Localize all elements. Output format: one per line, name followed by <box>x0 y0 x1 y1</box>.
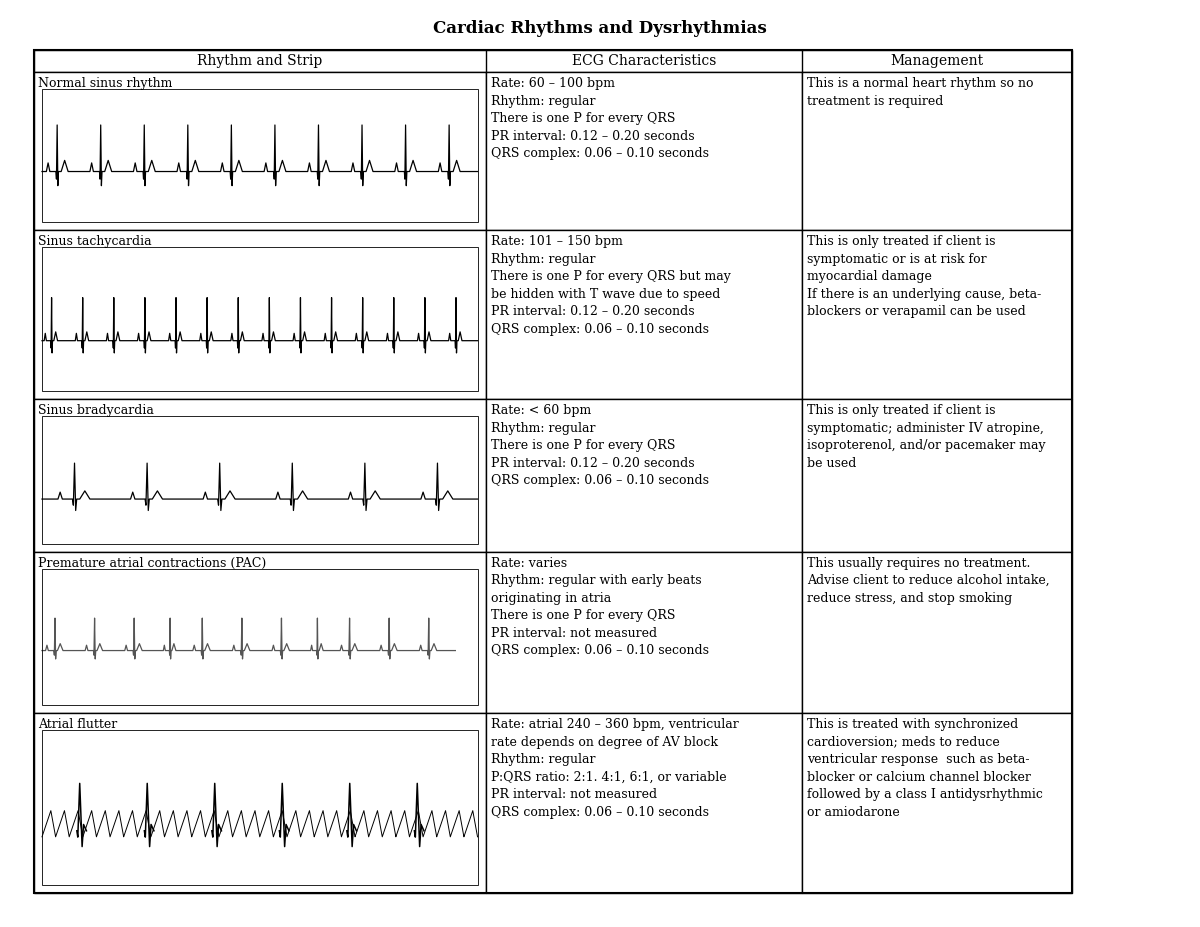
Bar <box>42 248 478 391</box>
Bar <box>34 400 486 552</box>
Text: Rate: atrial 240 – 360 bpm, ventricular
rate depends on degree of AV block
Rhyth: Rate: atrial 240 – 360 bpm, ventricular … <box>491 718 738 819</box>
Text: This is only treated if client is
symptomatic; administer IV atropine,
isoproter: This is only treated if client is sympto… <box>808 404 1045 470</box>
Text: Atrial flutter: Atrial flutter <box>38 718 118 731</box>
Text: Rate: 101 – 150 bpm
Rhythm: regular
There is one P for every QRS but may
be hidd: Rate: 101 – 150 bpm Rhythm: regular Ther… <box>491 235 731 336</box>
Bar <box>34 713 486 893</box>
Text: Management: Management <box>890 54 984 68</box>
Bar <box>42 730 478 885</box>
Bar <box>486 400 802 552</box>
Bar <box>34 50 1072 893</box>
Bar <box>802 72 1072 230</box>
Text: Normal sinus rhythm: Normal sinus rhythm <box>38 77 173 90</box>
Bar <box>802 552 1072 713</box>
Bar <box>34 72 486 230</box>
Text: Rate: < 60 bpm
Rhythm: regular
There is one P for every QRS
PR interval: 0.12 – : Rate: < 60 bpm Rhythm: regular There is … <box>491 404 708 487</box>
Text: Sinus bradycardia: Sinus bradycardia <box>38 404 154 417</box>
Text: This is only treated if client is
symptomatic or is at risk for
myocardial damag: This is only treated if client is sympto… <box>808 235 1042 318</box>
Text: Sinus tachycardia: Sinus tachycardia <box>38 235 151 248</box>
Bar <box>34 50 1072 72</box>
Text: This is a normal heart rhythm so no
treatment is required: This is a normal heart rhythm so no trea… <box>808 77 1033 108</box>
Bar <box>42 89 478 222</box>
Text: This usually requires no treatment.
Advise client to reduce alcohol intake,
redu: This usually requires no treatment. Advi… <box>808 557 1050 604</box>
Text: ECG Characteristics: ECG Characteristics <box>571 54 716 68</box>
Bar <box>42 730 478 885</box>
Bar <box>42 569 478 705</box>
Text: Rate: varies
Rhythm: regular with early beats
originating in atria
There is one : Rate: varies Rhythm: regular with early … <box>491 557 708 657</box>
Bar <box>42 248 478 391</box>
Text: This is treated with synchronized
cardioversion; meds to reduce
ventricular resp: This is treated with synchronized cardio… <box>808 718 1043 819</box>
Bar <box>802 230 1072 400</box>
Bar <box>42 416 478 544</box>
Text: Rate: 60 – 100 bpm
Rhythm: regular
There is one P for every QRS
PR interval: 0.1: Rate: 60 – 100 bpm Rhythm: regular There… <box>491 77 708 160</box>
Bar <box>34 230 486 400</box>
Text: Premature atrial contractions (PAC): Premature atrial contractions (PAC) <box>38 557 266 570</box>
Bar <box>42 569 478 705</box>
Bar <box>802 400 1072 552</box>
Bar <box>802 713 1072 893</box>
Bar <box>486 72 802 230</box>
Text: Rhythm and Strip: Rhythm and Strip <box>197 54 323 68</box>
Bar <box>34 552 486 713</box>
Bar <box>486 713 802 893</box>
Bar <box>486 230 802 400</box>
Text: Cardiac Rhythms and Dysrhythmias: Cardiac Rhythms and Dysrhythmias <box>433 19 767 36</box>
Bar <box>486 552 802 713</box>
Bar <box>42 416 478 544</box>
Bar <box>42 89 478 222</box>
